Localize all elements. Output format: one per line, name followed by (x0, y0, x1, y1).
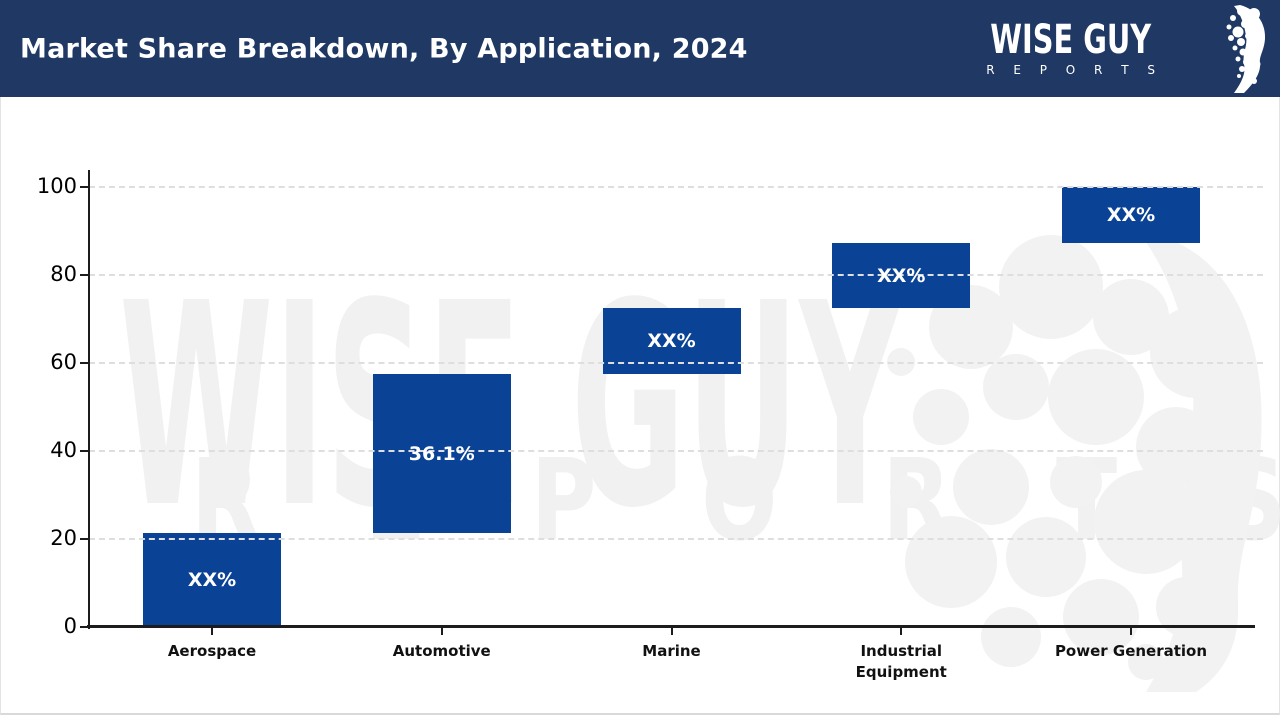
y-tick-label-80: 80 (50, 262, 77, 286)
gridline-40 (89, 450, 1263, 452)
y-axis-line (88, 170, 90, 629)
y-tick-100 (80, 186, 88, 188)
bar-value-label: XX% (877, 264, 926, 287)
gridline-60 (89, 362, 1263, 364)
logo-text: WISE GUY R E P O R T S (959, 20, 1182, 77)
bar-value-label: XX% (1106, 203, 1156, 226)
x-tick-4 (900, 627, 903, 635)
x-tick-2 (440, 627, 443, 635)
category-label: Aerospace (167, 642, 257, 660)
bar-automotive (372, 374, 511, 534)
x-tick-5 (1130, 627, 1132, 635)
wise-guy-logo: WISE GUY R E P O R T S (959, 0, 1268, 97)
x-tick-1 (211, 627, 213, 635)
logo-head-icon (1226, 4, 1266, 93)
watermark-head-icon (887, 235, 1262, 692)
bar-aerospace (143, 533, 281, 627)
category-label: Automotive (392, 642, 491, 660)
logo-wordmark: WISE GUY (989, 17, 1151, 63)
logo-tagline: R E P O R T S (986, 63, 1163, 77)
y-tick-60 (80, 362, 88, 364)
bar-power-generation (1062, 187, 1200, 243)
bar-value-label: 36.1% (408, 442, 475, 465)
y-tick-20 (80, 538, 88, 540)
bar-value-label: XX% (187, 569, 237, 592)
category-label: Marine (642, 642, 701, 660)
header-bar: Market Share Breakdown, By Application, … (0, 0, 1280, 97)
x-tick-3 (670, 627, 673, 635)
category-label: Industrial Equipment (855, 642, 947, 681)
y-tick-label-60: 60 (50, 350, 77, 374)
waterfall-chart: 0 20 40 60 80 100 XX% Aerospace 36.1% Automotive X… (1, 97, 1279, 713)
y-tick-label-0: 0 (63, 614, 77, 638)
gridline-100 (89, 186, 1263, 188)
y-tick-label-20: 20 (50, 526, 77, 550)
chart-panel: WISE GUY R E P O R T S 0 20 40 60 80 100 XX% Ae… (0, 97, 1280, 715)
y-tick-0 (80, 626, 88, 628)
x-axis-line (87, 625, 1255, 628)
y-tick-40 (80, 450, 88, 452)
y-tick-label-40: 40 (50, 438, 77, 462)
gridline-20 (89, 538, 1263, 540)
category-label: Power Generation (1054, 642, 1208, 660)
page-title: Market Share Breakdown, By Application, … (20, 33, 748, 64)
y-tick-label-100: 100 (36, 174, 77, 198)
y-tick-80 (80, 274, 88, 276)
bar-value-label: XX% (647, 330, 696, 353)
gridline-80 (89, 274, 1263, 276)
